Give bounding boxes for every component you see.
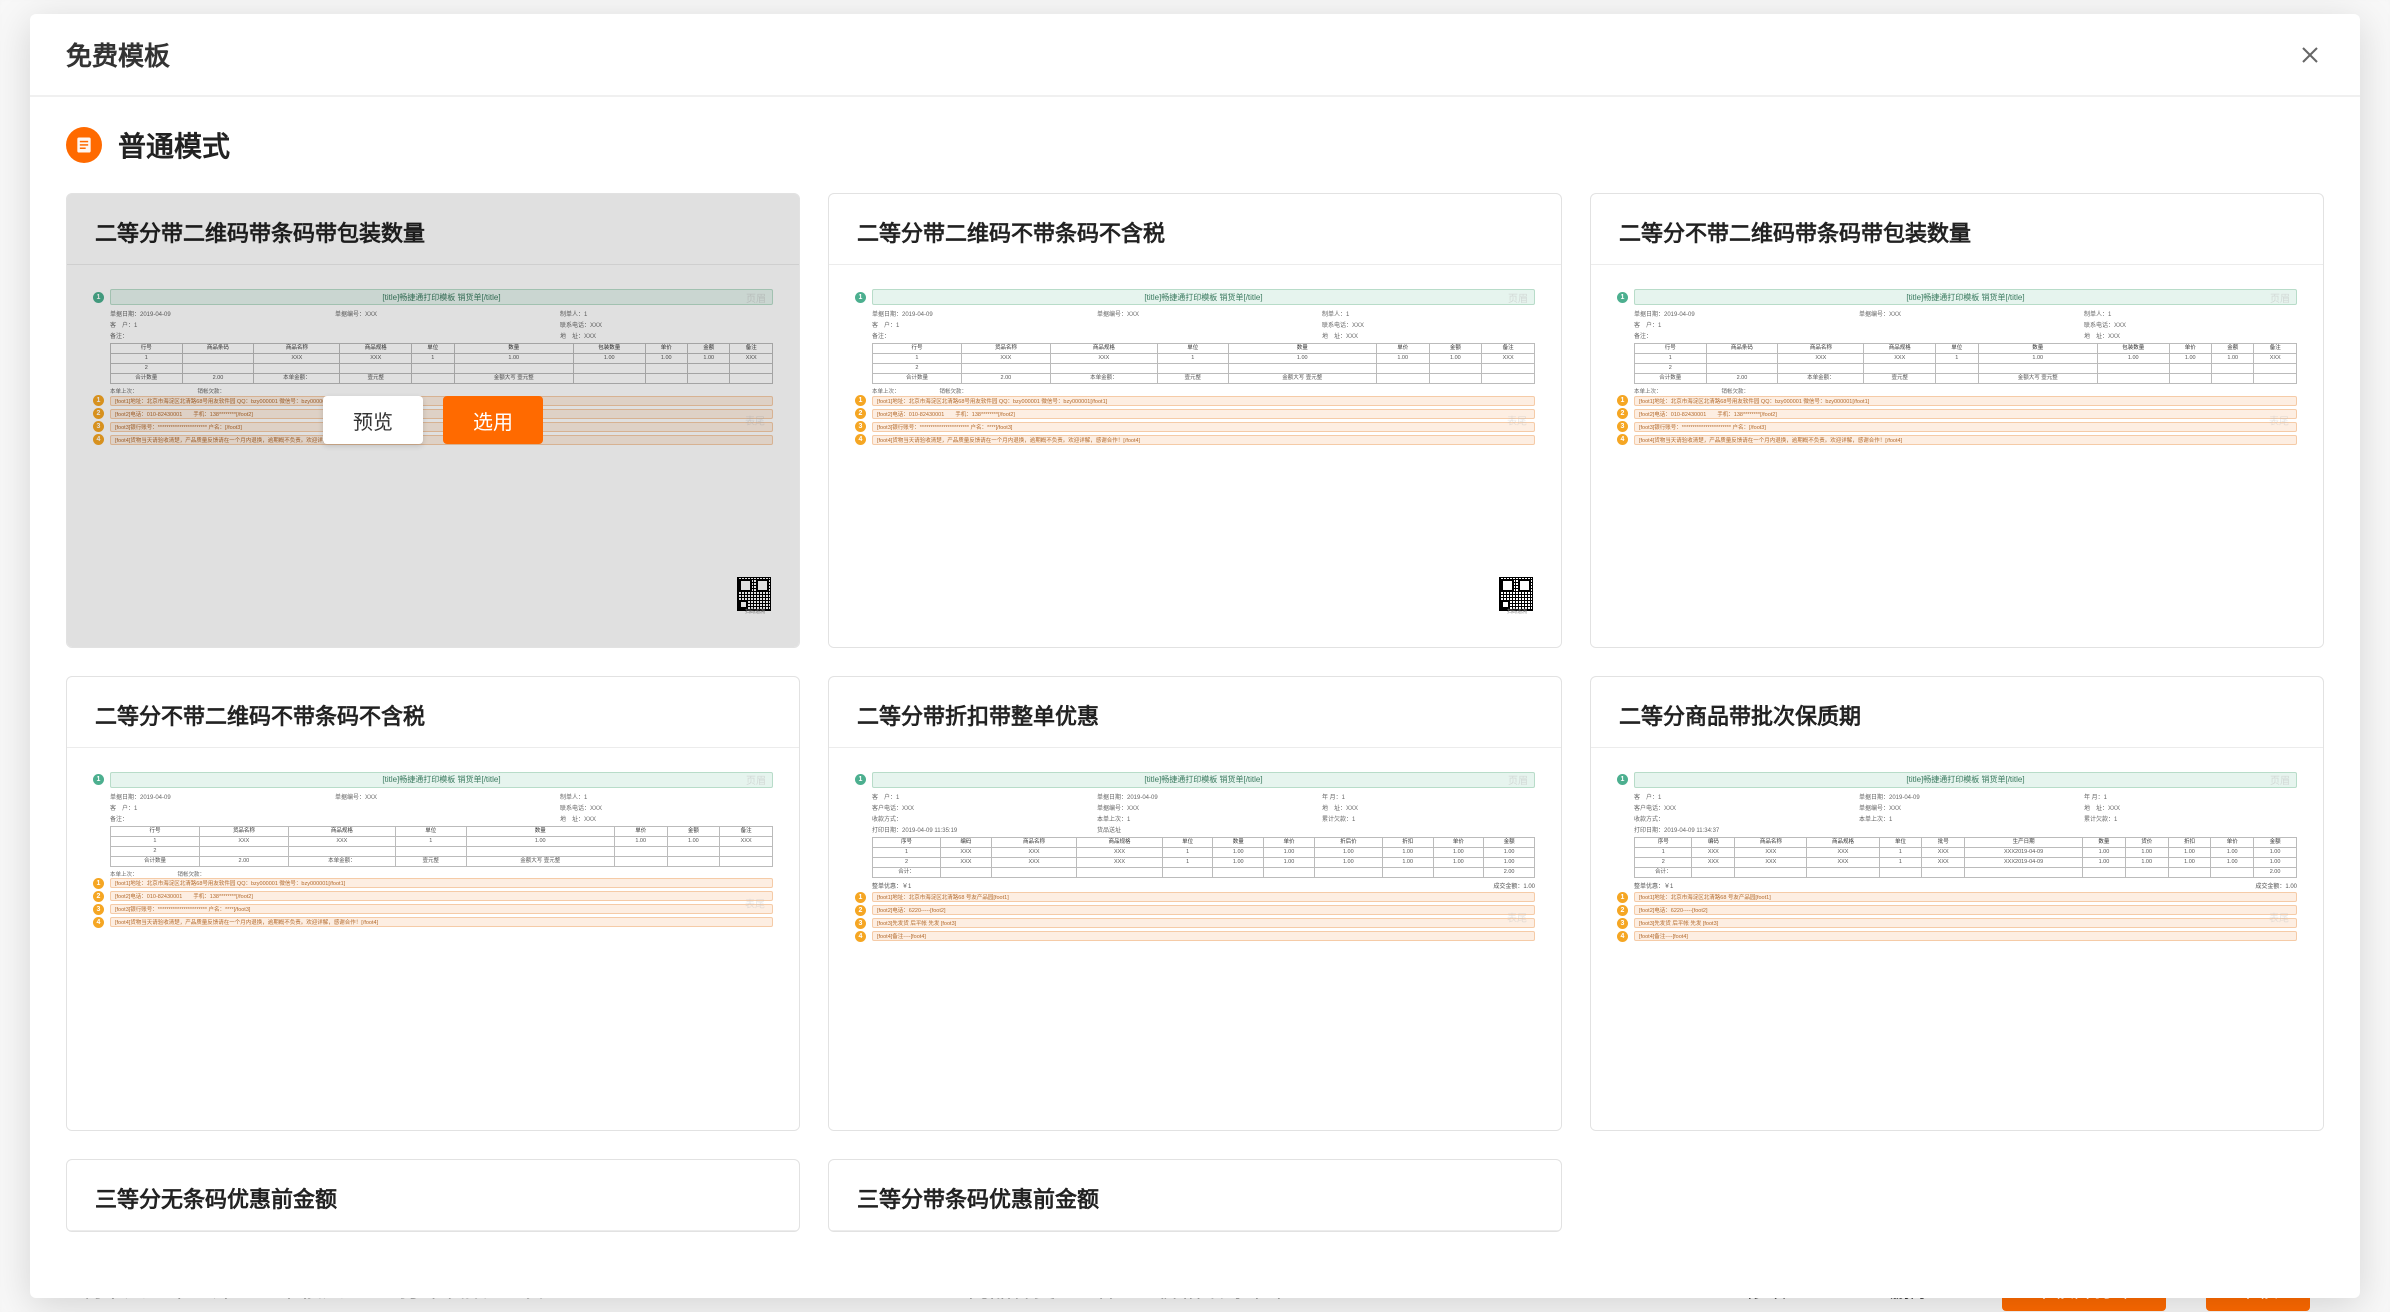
template-card[interactable]: 二等分带折扣带整单优惠 1[title]畅捷通打印模板 销货单[/title]页眉… <box>828 676 1562 1131</box>
qr-code-icon <box>1499 577 1533 611</box>
modal-header: 免费模板 <box>30 14 2360 97</box>
template-card[interactable]: 三等分带条码优惠前金额预览选用 <box>828 1159 1562 1232</box>
card-preview: 1[title]畅捷通打印模板 销货单[/title]页眉单据日期：2019-0… <box>67 748 799 1130</box>
modal-title: 免费模板 <box>66 36 170 73</box>
doc-title-row: 1[title]畅捷通打印模板 销货单[/title]页眉 <box>93 289 773 305</box>
doc-title-row: 1[title]畅捷通打印模板 销货单[/title]页眉 <box>855 289 1535 305</box>
section-badge-icon <box>66 127 102 163</box>
section-title: 普通模式 <box>118 125 230 165</box>
doc-title-row: 1[title]畅捷通打印模板 销货单[/title]页眉 <box>1617 772 2297 788</box>
doc-table: 行号货品名称商品规格单位数量单价金额备注1XXXXXX11.001.001.00… <box>110 826 773 867</box>
template-card-title: 二等分带二维码带条码带包装数量 <box>67 194 799 265</box>
doc-table: 行号货品名称商品规格单位数量单价金额备注1XXXXXX11.001.001.00… <box>872 343 1535 384</box>
doc-table: 序号编码商品名称商品规格单位数量单价折后价折扣单价金额1XXXXXXXXX11.… <box>872 837 1535 878</box>
doc-preview: 1[title]畅捷通打印模板 销货单[/title]页眉单据日期：2019-0… <box>855 289 1535 613</box>
doc-title-row: 1[title]畅捷通打印模板 销货单[/title]页眉 <box>93 772 773 788</box>
template-card[interactable]: 二等分商品带批次保质期 1[title]畅捷通打印模板 销货单[/title]页眉… <box>1590 676 2324 1131</box>
section-header: 普通模式 <box>66 125 2324 165</box>
template-card-title: 三等分无条码优惠前金额 <box>67 1160 799 1231</box>
doc-table: 行号商品条码商品名称商品规格单位数量包装数量单价金额备注1XXXXXX11.00… <box>110 343 773 384</box>
card-preview: 1[title]畅捷通打印模板 销货单[/title]页眉单据日期：2019-0… <box>829 265 1561 647</box>
doc-footer: 1[foot1]地址：北京市海淀区北清路68号用友软件园 QQ：bzy00000… <box>855 395 1535 445</box>
doc-meta: 单据日期：2019-04-09单据编号：XXX制单人：1客 户：1联系电话：XX… <box>110 309 773 340</box>
preview-button[interactable]: 预览 <box>323 396 423 444</box>
template-card[interactable]: 二等分带二维码不带条码不含税 1[title]畅捷通打印模板 销货单[/title… <box>828 193 1562 648</box>
template-card-title: 二等分不带二维码带条码带包装数量 <box>1591 194 2323 265</box>
card-preview: 1[title]畅捷通打印模板 销货单[/title]页眉客 户：1单据日期：2… <box>1591 748 2323 1130</box>
doc-footer: 1[foot1]地址：北京市海淀区北清路68 号友产品园[foot1]2[foo… <box>855 892 1535 942</box>
doc-meta: 单据日期：2019-04-09单据编号：XXX制单人：1客 户：1联系电话：XX… <box>1634 309 2297 340</box>
card-preview: 1[title]畅捷通打印模板 销货单[/title]页眉单据日期：2019-0… <box>1591 265 2323 647</box>
template-card-title: 二等分带二维码不带条码不含税 <box>829 194 1561 265</box>
doc-preview: 1[title]畅捷通打印模板 销货单[/title]页眉单据日期：2019-0… <box>93 772 773 1096</box>
doc-meta: 单据日期：2019-04-09单据编号：XXX制单人：1客 户：1联系电话：XX… <box>110 792 773 823</box>
doc-footer: 1[foot1]地址：北京市海淀区北清路68 号友产品园[foot1]2[foo… <box>1617 892 2297 942</box>
template-card[interactable]: 二等分带二维码带条码带包装数量 1[title]畅捷通打印模板 销货单[/titl… <box>66 193 800 648</box>
doc-footer: 1[foot1]地址：北京市海淀区北清路68号用友软件园 QQ：bzy00000… <box>93 878 773 928</box>
template-modal: 免费模板 普通模式 二等分带二维码带条码带包装数量 1[title]畅捷通打印模板… <box>30 14 2360 1298</box>
template-card[interactable]: 三等分无条码优惠前金额预览选用 <box>66 1159 800 1232</box>
modal-body: 普通模式 二等分带二维码带条码带包装数量 1[title]畅捷通打印模板 销货单[… <box>30 97 2360 1298</box>
template-card-title: 二等分商品带批次保质期 <box>1591 677 2323 748</box>
template-card-title: 三等分带条码优惠前金额 <box>829 1160 1561 1231</box>
doc-preview: 1[title]畅捷通打印模板 销货单[/title]页眉单据日期：2019-0… <box>1617 289 2297 613</box>
doc-title-row: 1[title]畅捷通打印模板 销货单[/title]页眉 <box>855 772 1535 788</box>
template-card-title: 二等分带折扣带整单优惠 <box>829 677 1561 748</box>
template-card[interactable]: 二等分不带二维码带条码带包装数量 1[title]畅捷通打印模板 销货单[/tit… <box>1590 193 2324 648</box>
template-card-title: 二等分不带二维码不带条码不含税 <box>67 677 799 748</box>
template-card[interactable]: 二等分不带二维码不带条码不含税 1[title]畅捷通打印模板 销货单[/titl… <box>66 676 800 1131</box>
qr-code-icon <box>737 577 771 611</box>
doc-meta: 客 户：1单据日期：2019-04-09年 月：1客户电话：XXX单据编号：XX… <box>872 792 1535 834</box>
card-preview: 1[title]畅捷通打印模板 销货单[/title]页眉单据日期：2019-0… <box>67 265 799 647</box>
doc-table: 序号编码商品名称商品规格单位批号生产日期数量货价折扣单价金额1XXXXXXXXX… <box>1634 837 2297 878</box>
doc-title-row: 1[title]畅捷通打印模板 销货单[/title]页眉 <box>1617 289 2297 305</box>
doc-table: 行号商品条码商品名称商品规格单位数量包装数量单价金额备注1XXXXXX11.00… <box>1634 343 2297 384</box>
doc-footer: 1[foot1]地址：北京市海淀区北清路68号用友软件园 QQ：bzy00000… <box>93 395 773 445</box>
doc-meta: 单据日期：2019-04-09单据编号：XXX制单人：1客 户：1联系电话：XX… <box>872 309 1535 340</box>
template-grid: 二等分带二维码带条码带包装数量 1[title]畅捷通打印模板 销货单[/titl… <box>66 193 2324 1232</box>
card-preview: 1[title]畅捷通打印模板 销货单[/title]页眉客 户：1单据日期：2… <box>829 748 1561 1130</box>
close-icon[interactable] <box>2296 41 2324 69</box>
doc-preview: 1[title]畅捷通打印模板 销货单[/title]页眉单据日期：2019-0… <box>93 289 773 613</box>
doc-footer: 1[foot1]地址：北京市海淀区北清路68号用友软件园 QQ：bzy00000… <box>1617 395 2297 445</box>
doc-preview: 1[title]畅捷通打印模板 销货单[/title]页眉客 户：1单据日期：2… <box>1617 772 2297 1096</box>
select-button[interactable]: 选用 <box>443 396 543 444</box>
doc-meta: 客 户：1单据日期：2019-04-09年 月：1客户电话：XXX单据编号：XX… <box>1634 792 2297 834</box>
doc-preview: 1[title]畅捷通打印模板 销货单[/title]页眉客 户：1单据日期：2… <box>855 772 1535 1096</box>
